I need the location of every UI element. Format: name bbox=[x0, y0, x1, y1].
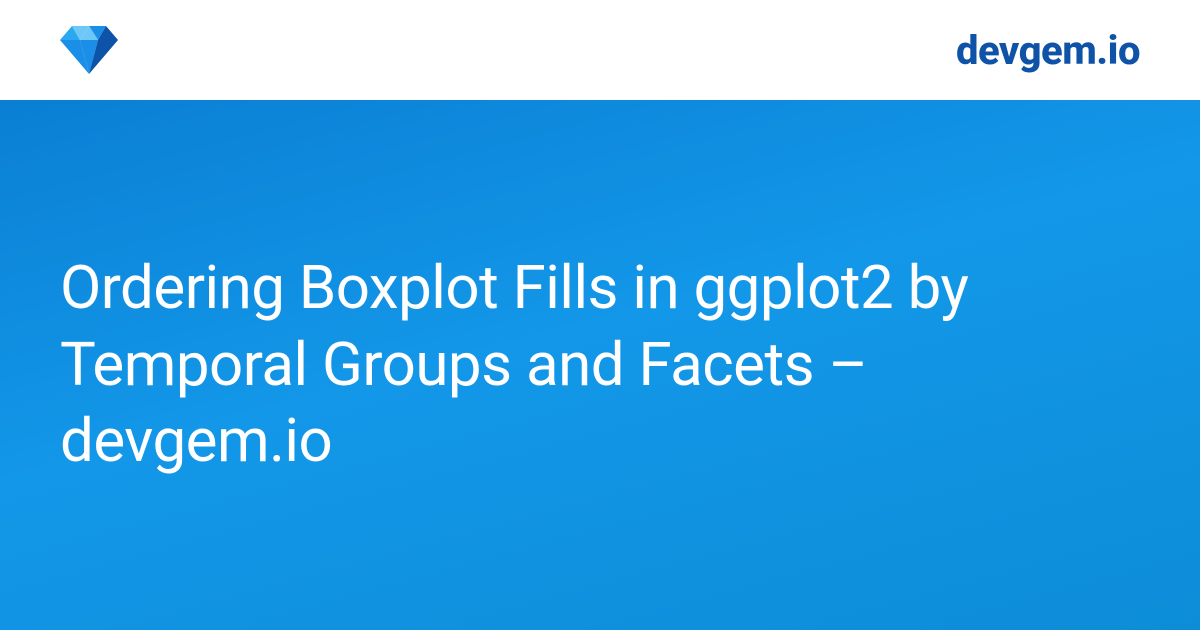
page-title: Ordering Boxplot Fills in ggplot2 by Tem… bbox=[60, 250, 1060, 480]
header: devgem.io bbox=[0, 0, 1200, 100]
brand-text: devgem.io bbox=[956, 27, 1140, 74]
gem-logo-icon bbox=[60, 26, 118, 74]
main-banner: Ordering Boxplot Fills in ggplot2 by Tem… bbox=[0, 100, 1200, 630]
